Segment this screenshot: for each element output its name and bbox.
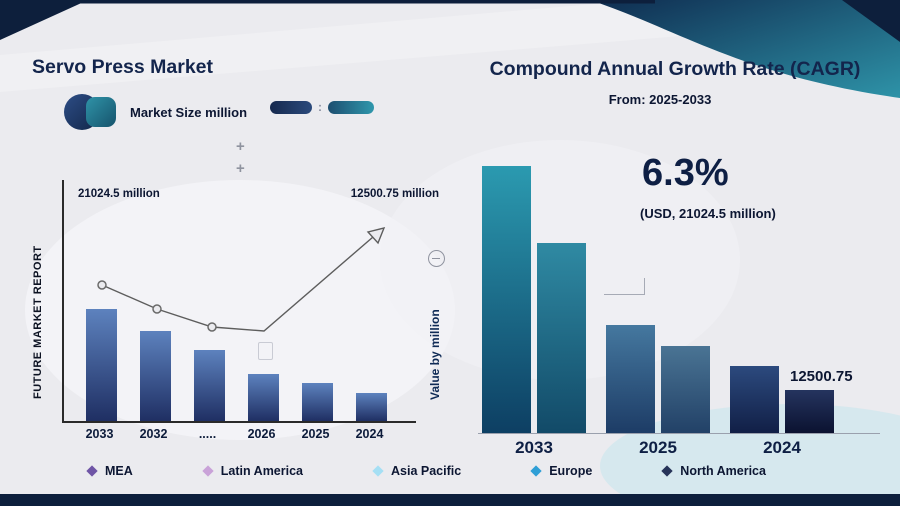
cagr-value: 6.3% — [642, 152, 729, 194]
right-bar-secondary — [785, 390, 834, 433]
right-bar-group — [606, 325, 710, 433]
value-by-million-axis-label: Value by million — [428, 309, 442, 400]
legend-item-europe: Europe — [530, 464, 593, 478]
left-x-label: 2026 — [247, 427, 276, 441]
legend-diamond-icon — [530, 465, 542, 477]
market-size-legend: Market Size million — [64, 94, 247, 130]
right-bar-primary — [730, 366, 779, 433]
right-bar-primary — [482, 166, 531, 433]
left-x-label: 2032 — [139, 427, 168, 441]
right-bar-group — [730, 366, 834, 433]
left-x-label: 2025 — [301, 427, 330, 441]
cagr-title: Compound Annual Growth Rate (CAGR) — [489, 58, 861, 80]
left-bar — [302, 383, 333, 421]
right-bar-secondary — [661, 346, 710, 433]
right-x-label: 2024 — [763, 438, 801, 457]
left-x-label: ..... — [198, 427, 217, 441]
right-x-axis-labels: 2033 2025 2024 — [478, 438, 884, 458]
legend-diamond-icon — [661, 465, 673, 477]
legend-label: Asia Pacific — [391, 464, 462, 478]
pill-separator: : — [318, 100, 322, 114]
right-bar-secondary — [537, 243, 586, 433]
legend-item-north-america: North America — [661, 464, 766, 478]
legend-diamond-icon — [372, 465, 384, 477]
value-callout: 12500.75 — [790, 368, 853, 385]
pill-navy-icon — [270, 100, 312, 114]
left-chart-min-label: 12500.75 million — [350, 188, 439, 200]
legend-label: MEA — [105, 464, 133, 478]
left-bar — [86, 309, 117, 421]
market-size-chart: 21024.5 million 12500.75 million — [62, 180, 439, 423]
cagr-chart: 12500.75 — [478, 158, 880, 434]
plus-decoration-icon: + — [236, 160, 245, 177]
legend-item-latin-america: Latin America — [202, 464, 303, 478]
left-x-label: 2033 — [85, 427, 114, 441]
market-size-icon — [64, 94, 118, 130]
right-bar-group — [482, 166, 586, 433]
future-market-report-watermark: FUTURE MARKET REPORT — [32, 245, 44, 399]
left-chart-title: Servo Press Market — [32, 56, 214, 78]
left-x-axis-labels: 2033 2032..... 2026 2025 2024 — [62, 427, 436, 441]
legend-item-asia-pacific: Asia Pacific — [372, 464, 462, 478]
right-x-label: 2033 — [515, 438, 553, 457]
legend-diamond-icon — [202, 465, 214, 477]
cagr-basis: (USD, 21024.5 million) — [640, 206, 776, 221]
pill-teal-icon — [328, 100, 374, 114]
legend-label: North America — [680, 464, 766, 478]
plus-decoration-icon: + — [236, 138, 245, 155]
minus-circle-icon — [428, 250, 445, 267]
region-legend: MEA Latin America Asia Pacific Europe North … — [86, 464, 766, 478]
trend-arrow — [97, 226, 386, 332]
document-ghost-icon — [258, 342, 273, 360]
legend-label: Latin America — [220, 464, 303, 478]
left-bar — [248, 374, 279, 421]
legend-label: Europe — [549, 464, 593, 478]
left-x-label: 2024 — [355, 427, 384, 441]
right-x-label: 2025 — [639, 438, 677, 457]
range-pills: : — [270, 100, 374, 114]
left-bar — [140, 331, 171, 421]
right-bar-primary — [606, 325, 655, 433]
left-bar — [194, 350, 225, 421]
cagr-subtitle: From: 2025-2033 — [608, 92, 712, 107]
left-bars — [64, 309, 387, 421]
step-bracket-decoration — [604, 278, 645, 295]
legend-item-mea: MEA — [86, 464, 133, 478]
market-size-label: Market Size million — [130, 104, 248, 120]
left-chart-max-label: 21024.5 million — [78, 188, 160, 200]
right-bars — [482, 166, 834, 433]
left-bar — [356, 393, 387, 421]
legend-diamond-icon — [86, 465, 98, 477]
